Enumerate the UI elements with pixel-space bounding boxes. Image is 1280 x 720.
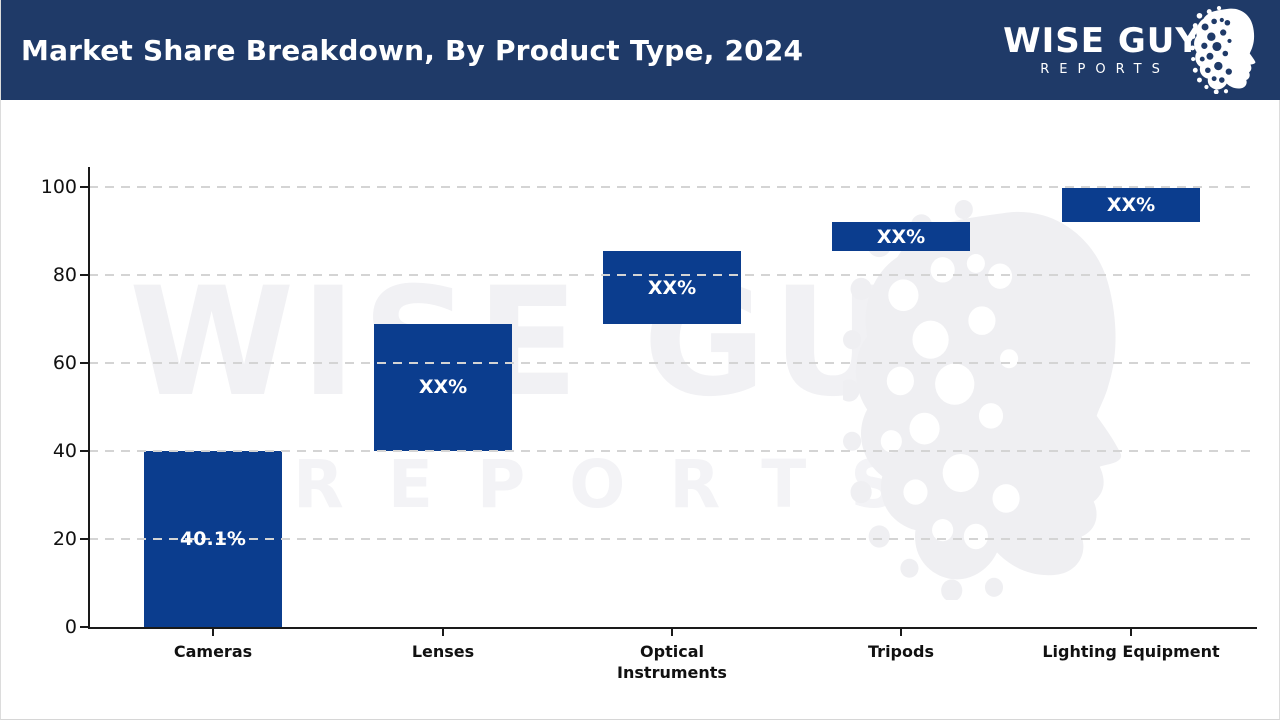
gridline-80 [89, 274, 1256, 276]
x-axis-line [88, 627, 1257, 629]
y-tick-80 [80, 274, 88, 276]
y-tick-label-0: 0 [64, 616, 77, 638]
x-axis-label-lighting-equipment: Lighting Equipment [1042, 642, 1220, 661]
x-axis-label-tripods: Tripods [868, 642, 934, 661]
y-tick-label-20: 20 [52, 528, 77, 550]
bar-optical-instruments [603, 251, 741, 325]
x-tick-cameras [212, 629, 214, 636]
logo-wordmark: WISE GUY REPORTS [1003, 24, 1201, 76]
gridline-100 [89, 186, 1256, 188]
bar-lighting-equipment [1062, 187, 1200, 223]
header: Market Share Breakdown, By Product Type,… [1, 0, 1280, 100]
gridline-20 [89, 538, 1256, 540]
x-tick-lenses [442, 629, 444, 636]
bar-label-lighting-equipment: XX% [1106, 194, 1156, 217]
x-tick-tripods [900, 629, 902, 636]
watermark-face-profile-dots-icon [843, 200, 1122, 600]
wiseguy-logo: WISE GUY REPORTS [1003, 6, 1265, 94]
gridline-40 [89, 450, 1256, 452]
y-tick-60 [80, 362, 88, 364]
y-tick-20 [80, 538, 88, 540]
y-axis-line [88, 167, 90, 629]
x-tick-optical-instruments [671, 629, 673, 636]
bar-label-optical-instruments: XX% [647, 276, 697, 299]
logo-wordmark-line1: WISE GUY [1003, 21, 1201, 61]
y-tick-0 [80, 626, 88, 628]
y-tick-40 [80, 450, 88, 452]
bar-label-lenses: XX% [418, 376, 468, 399]
x-axis-label-lenses: Lenses [411, 642, 475, 661]
logo-wordmark-line2: REPORTS [1040, 62, 1170, 77]
y-tick-label-40: 40 [52, 440, 77, 462]
bar-tripods [832, 222, 970, 252]
watermark-wordmark-line2: REPORTS [293, 446, 942, 523]
y-tick-label-100: 100 [40, 176, 77, 198]
y-tick-label-60: 60 [52, 352, 77, 374]
page-title: Market Share Breakdown, By Product Type,… [21, 33, 804, 67]
x-axis-label-optical-instruments: Optical Instruments [617, 642, 727, 682]
bar-label-cameras: 40.1% [180, 527, 246, 550]
y-tick-100 [80, 186, 88, 188]
bar-lenses [374, 324, 512, 451]
gridline-60 [89, 362, 1256, 364]
chart-area: WISE GUY REPORTS 40.1% XX% XX% XX% XX% 0 20 40 6… [1, 100, 1280, 720]
bar-label-tripods: XX% [876, 225, 926, 248]
x-axis-label-cameras: Cameras [173, 642, 253, 661]
y-tick-label-80: 80 [52, 264, 77, 286]
x-tick-lighting-equipment [1130, 629, 1132, 636]
